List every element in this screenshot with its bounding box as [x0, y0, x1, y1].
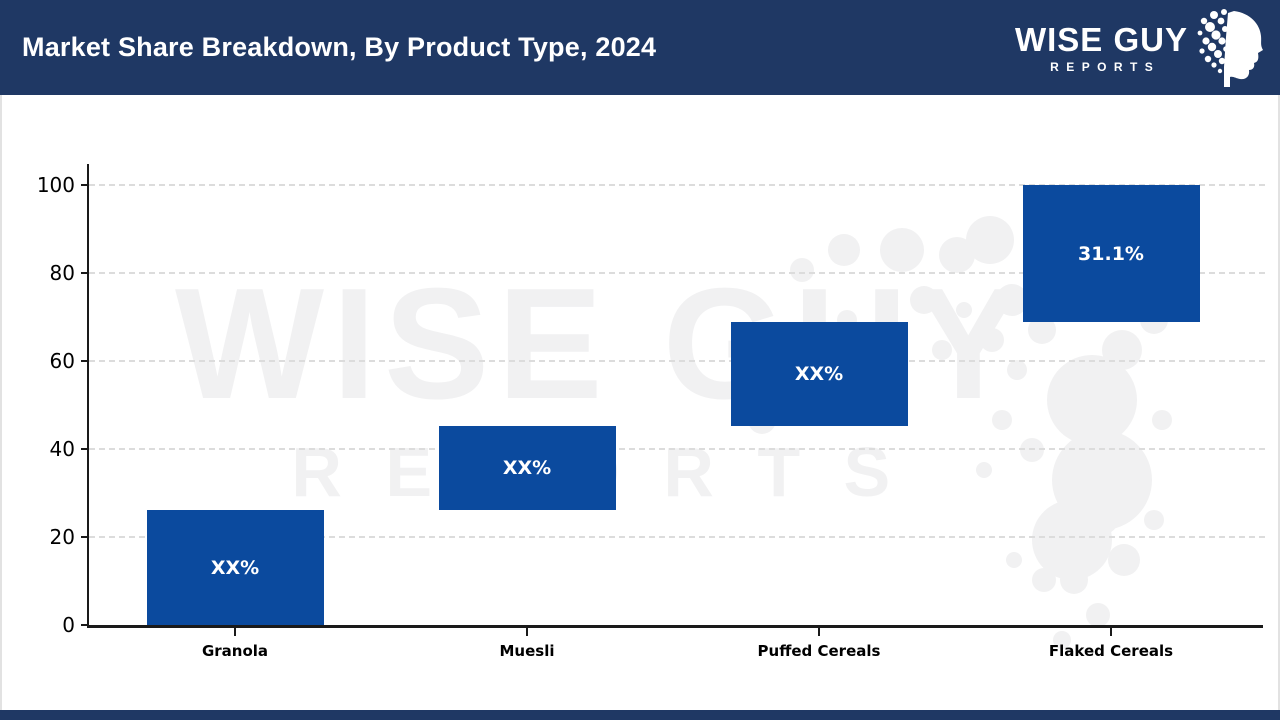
y-axis-tick	[81, 536, 89, 538]
x-category-label: Puffed Cereals	[757, 642, 881, 660]
bar-puffed-cereals: XX%	[730, 322, 908, 427]
bar-flaked-cereals: 31.1%	[1022, 185, 1200, 323]
x-axis-tick	[818, 628, 820, 636]
y-axis-tick-label: 0	[62, 613, 75, 637]
gridline	[89, 184, 1265, 186]
gridline	[89, 360, 1265, 362]
bar-value-label: XX%	[502, 457, 552, 480]
y-axis-tick	[81, 360, 89, 362]
y-axis-tick-label: 60	[49, 349, 75, 373]
bar-muesli: XX%	[438, 426, 616, 511]
y-axis-tick	[81, 272, 89, 274]
x-axis-line	[87, 625, 1263, 628]
x-category-label: Granola	[201, 642, 269, 660]
bar-granola: XX%	[146, 510, 324, 625]
y-axis-tick-label: 40	[49, 437, 75, 461]
wise-guy-logo: WISE GUY REPORTS	[1015, 7, 1266, 89]
gridline	[89, 536, 1265, 538]
bar-value-label: XX%	[794, 363, 844, 386]
y-axis-tick-label: 100	[36, 173, 75, 197]
chart-canvas: WISE GUY REPORTS 020406080100XX%XX%XX%31…	[0, 95, 1280, 710]
y-axis-tick-label: 80	[49, 261, 75, 285]
bar-value-label: 31.1%	[1078, 242, 1144, 265]
x-category-label: Flaked Cereals	[1048, 642, 1174, 660]
logo-text: WISE GUY REPORTS	[1015, 23, 1188, 73]
header-bar: Market Share Breakdown, By Product Type,…	[0, 0, 1280, 95]
y-axis-tick	[81, 184, 89, 186]
page-title: Market Share Breakdown, By Product Type,…	[22, 32, 657, 62]
gridline	[89, 448, 1265, 450]
gridline	[89, 272, 1265, 274]
footer-bar	[0, 710, 1280, 720]
y-axis-tick	[81, 624, 89, 626]
x-axis-tick	[234, 628, 236, 636]
logo-subtitle: REPORTS	[1050, 59, 1161, 74]
logo-wordmark: WISE GUY	[1014, 20, 1188, 58]
bar-value-label: XX%	[210, 556, 260, 579]
y-axis-tick-label: 20	[49, 525, 75, 549]
watermark-line1: WISE GUY	[174, 256, 1030, 432]
y-axis-tick	[81, 448, 89, 450]
x-category-label: Muesli	[499, 642, 555, 660]
y-axis-line	[87, 164, 89, 628]
x-axis-tick	[1110, 628, 1112, 636]
x-axis-tick	[526, 628, 528, 636]
logo-head-icon	[1197, 8, 1263, 87]
